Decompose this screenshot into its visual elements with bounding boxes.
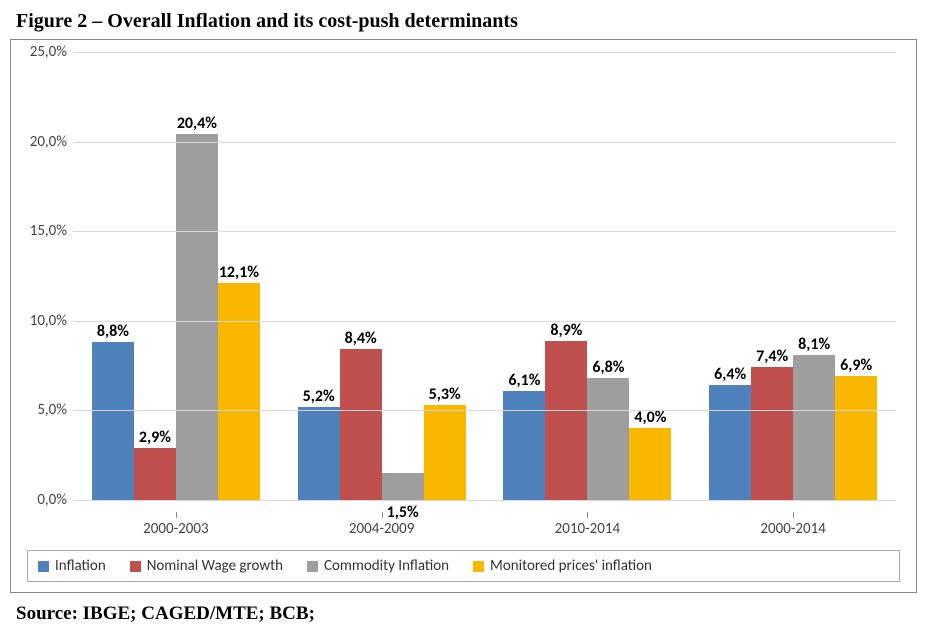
gridline xyxy=(73,410,896,411)
legend-item: Inflation xyxy=(38,557,106,575)
legend-label: Commodity Inflation xyxy=(324,557,449,575)
bar-group: 6,4%7,4%8,1%6,9% xyxy=(690,52,896,500)
legend-label: Inflation xyxy=(55,557,106,575)
data-label: 8,1% xyxy=(798,335,830,354)
bar: 8,9% xyxy=(545,341,587,500)
data-label: 6,8% xyxy=(592,358,624,377)
data-label: 20,4% xyxy=(177,114,217,133)
legend-item: Commodity Inflation xyxy=(307,557,449,575)
gridline xyxy=(73,142,896,143)
data-label: 8,4% xyxy=(345,329,377,348)
bar: 6,4% xyxy=(709,385,751,500)
bar-group: 5,2%8,4%1,5%5,3% xyxy=(279,52,485,500)
legend-swatch xyxy=(473,561,484,572)
data-label: 8,8% xyxy=(97,322,129,341)
x-tick-label: 2000-2003 xyxy=(73,512,279,538)
data-label: 7,4% xyxy=(756,347,788,366)
legend-swatch xyxy=(307,561,318,572)
data-label: 2,9% xyxy=(139,428,171,447)
x-tick-label: 2004-2009 xyxy=(279,512,485,538)
bar: 20,4% xyxy=(176,134,218,500)
bar: 8,4% xyxy=(340,349,382,500)
bar: 8,1% xyxy=(793,355,835,500)
gridline xyxy=(73,500,896,501)
gridline xyxy=(73,321,896,322)
figure-title: Figure 2 – Overall Inflation and its cos… xyxy=(16,10,923,33)
y-tick-label: 0,0% xyxy=(37,491,67,509)
y-axis: 0,0%5,0%10,0%15,0%20,0%25,0% xyxy=(11,52,73,500)
bar: 8,8% xyxy=(92,342,134,500)
data-label: 6,1% xyxy=(508,371,540,390)
y-tick-label: 20,0% xyxy=(30,133,67,151)
bar: 7,4% xyxy=(751,367,793,500)
y-tick-label: 15,0% xyxy=(30,222,67,240)
bar: 5,2% xyxy=(298,407,340,500)
y-tick-label: 10,0% xyxy=(30,312,67,330)
legend-label: Monitored prices' inflation xyxy=(490,557,652,575)
source-text: Source: IBGE; CAGED/MTE; BCB; xyxy=(16,603,923,625)
plot-area: 8,8%2,9%20,4%12,1%5,2%8,4%1,5%5,3%6,1%8,… xyxy=(73,52,896,501)
bar: 2,9% xyxy=(134,448,176,500)
data-label: 5,3% xyxy=(429,385,461,404)
bar: 4,0% xyxy=(629,428,671,500)
data-label: 6,9% xyxy=(840,356,872,375)
legend-item: Nominal Wage growth xyxy=(130,557,283,575)
legend-swatch xyxy=(130,561,141,572)
x-axis: 2000-20032004-20092010-20142000-2014 xyxy=(73,512,896,538)
bar: 6,8% xyxy=(587,378,629,500)
bar: 12,1% xyxy=(218,283,260,500)
chart-container: 0,0%5,0%10,0%15,0%20,0%25,0% 8,8%2,9%20,… xyxy=(10,39,917,593)
legend-label: Nominal Wage growth xyxy=(147,557,283,575)
bar: 5,3% xyxy=(424,405,466,500)
x-tick-label: 2000-2014 xyxy=(690,512,896,538)
bar: 6,9% xyxy=(835,376,877,500)
bar-group: 6,1%8,9%6,8%4,0% xyxy=(485,52,691,500)
y-tick-label: 25,0% xyxy=(30,43,67,61)
data-label: 6,4% xyxy=(714,365,746,384)
legend-swatch xyxy=(38,561,49,572)
y-tick-label: 5,0% xyxy=(37,401,67,419)
bar: 1,5% xyxy=(382,473,424,500)
x-tick-label: 2010-2014 xyxy=(485,512,691,538)
legend-item: Monitored prices' inflation xyxy=(473,557,652,575)
data-label: 8,9% xyxy=(550,321,582,340)
legend: Inflation Nominal Wage growth Commodity In… xyxy=(27,550,900,582)
data-label: 5,2% xyxy=(303,387,335,406)
bar: 6,1% xyxy=(503,391,545,500)
data-label: 12,1% xyxy=(219,263,259,282)
bar-group: 8,8%2,9%20,4%12,1% xyxy=(73,52,279,500)
gridline xyxy=(73,52,896,53)
gridline xyxy=(73,231,896,232)
